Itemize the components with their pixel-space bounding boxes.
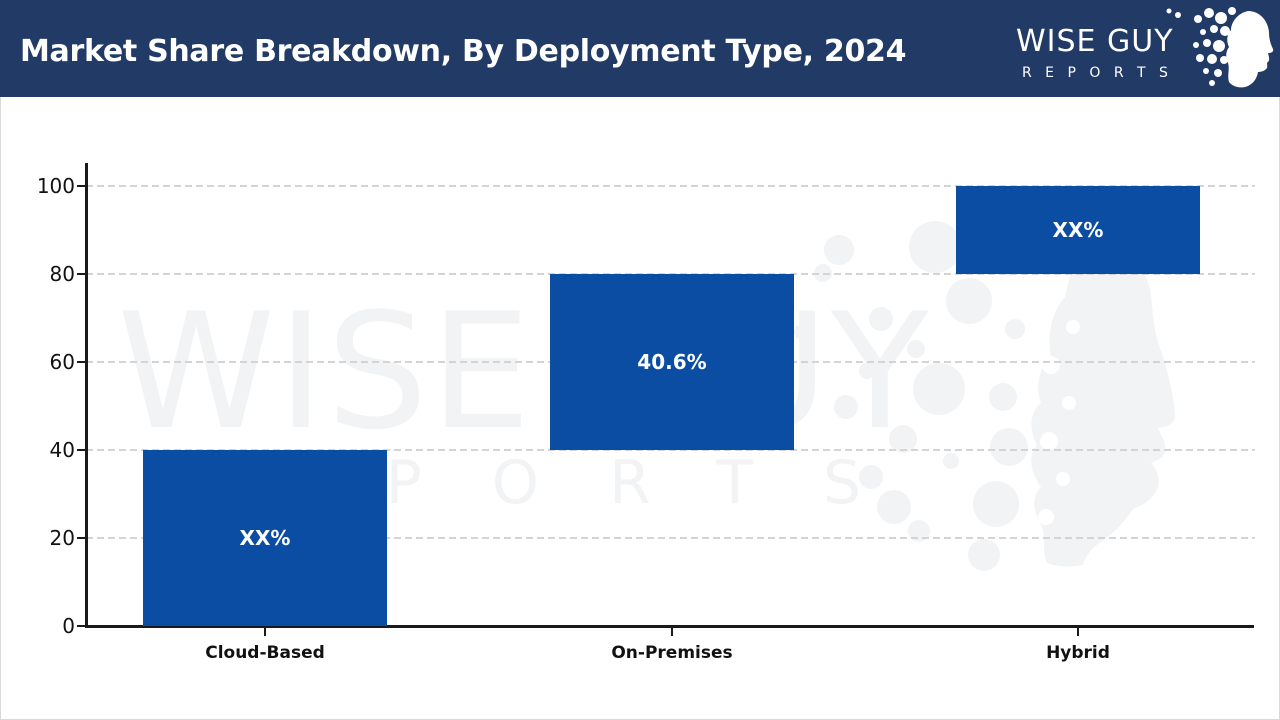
y-tickmark-40: [77, 449, 85, 451]
x-label-cloud-based: Cloud-Based: [205, 643, 325, 663]
x-label-hybrid: Hybrid: [1046, 643, 1110, 663]
x-axis-line: [85, 625, 1254, 628]
y-gridline-40: [86, 449, 1255, 451]
y-gridline-20: [86, 537, 1255, 539]
x-tickmark-hybrid: [1077, 628, 1079, 636]
y-tick-label-0: 0: [62, 614, 75, 638]
y-tick-label-20: 20: [49, 526, 75, 550]
chart-area: WISE GUY REPORTS 0 20 40 60 80 100 XX% 40: [0, 97, 1280, 720]
bar-label-on-premises: 40.6%: [637, 350, 707, 374]
logo-face-icon: [1166, 7, 1274, 88]
y-tickmark-100: [77, 185, 85, 187]
y-tickmark-20: [77, 537, 85, 539]
x-tickmark-on-premises: [671, 628, 673, 636]
wiseguy-logo: WISE GUY R E P O R T S: [1016, 7, 1274, 88]
y-tickmark-0: [77, 625, 85, 627]
y-axis-spine: [85, 163, 88, 628]
y-tick-label-60: 60: [49, 350, 75, 374]
logo-wordmark: WISE GUY: [1016, 24, 1174, 59]
bar-cloud-based: XX%: [143, 450, 387, 626]
bar-on-premises: 40.6%: [550, 274, 794, 450]
logo-subtext: R E P O R T S: [1022, 65, 1172, 81]
y-tickmark-60: [77, 361, 85, 363]
bar-label-cloud-based: XX%: [239, 526, 291, 550]
bar-label-hybrid: XX%: [1052, 218, 1104, 242]
y-tick-label-40: 40: [49, 438, 75, 462]
y-tickmark-80: [77, 273, 85, 275]
x-label-on-premises: On-Premises: [611, 643, 733, 663]
y-tick-label-100: 100: [36, 174, 75, 198]
y-tick-label-80: 80: [49, 262, 75, 286]
y-gridline-100: [86, 185, 1255, 187]
bar-hybrid: XX%: [956, 186, 1200, 274]
header-bar: Market Share Breakdown, By Deployment Ty…: [0, 0, 1280, 97]
x-tickmark-cloud-based: [264, 628, 266, 636]
plot-area: 0 20 40 60 80 100 XX% 40.6% XX% Cloud-Based On-Pre…: [1, 97, 1280, 720]
chart-title: Market Share Breakdown, By Deployment Ty…: [20, 34, 907, 69]
